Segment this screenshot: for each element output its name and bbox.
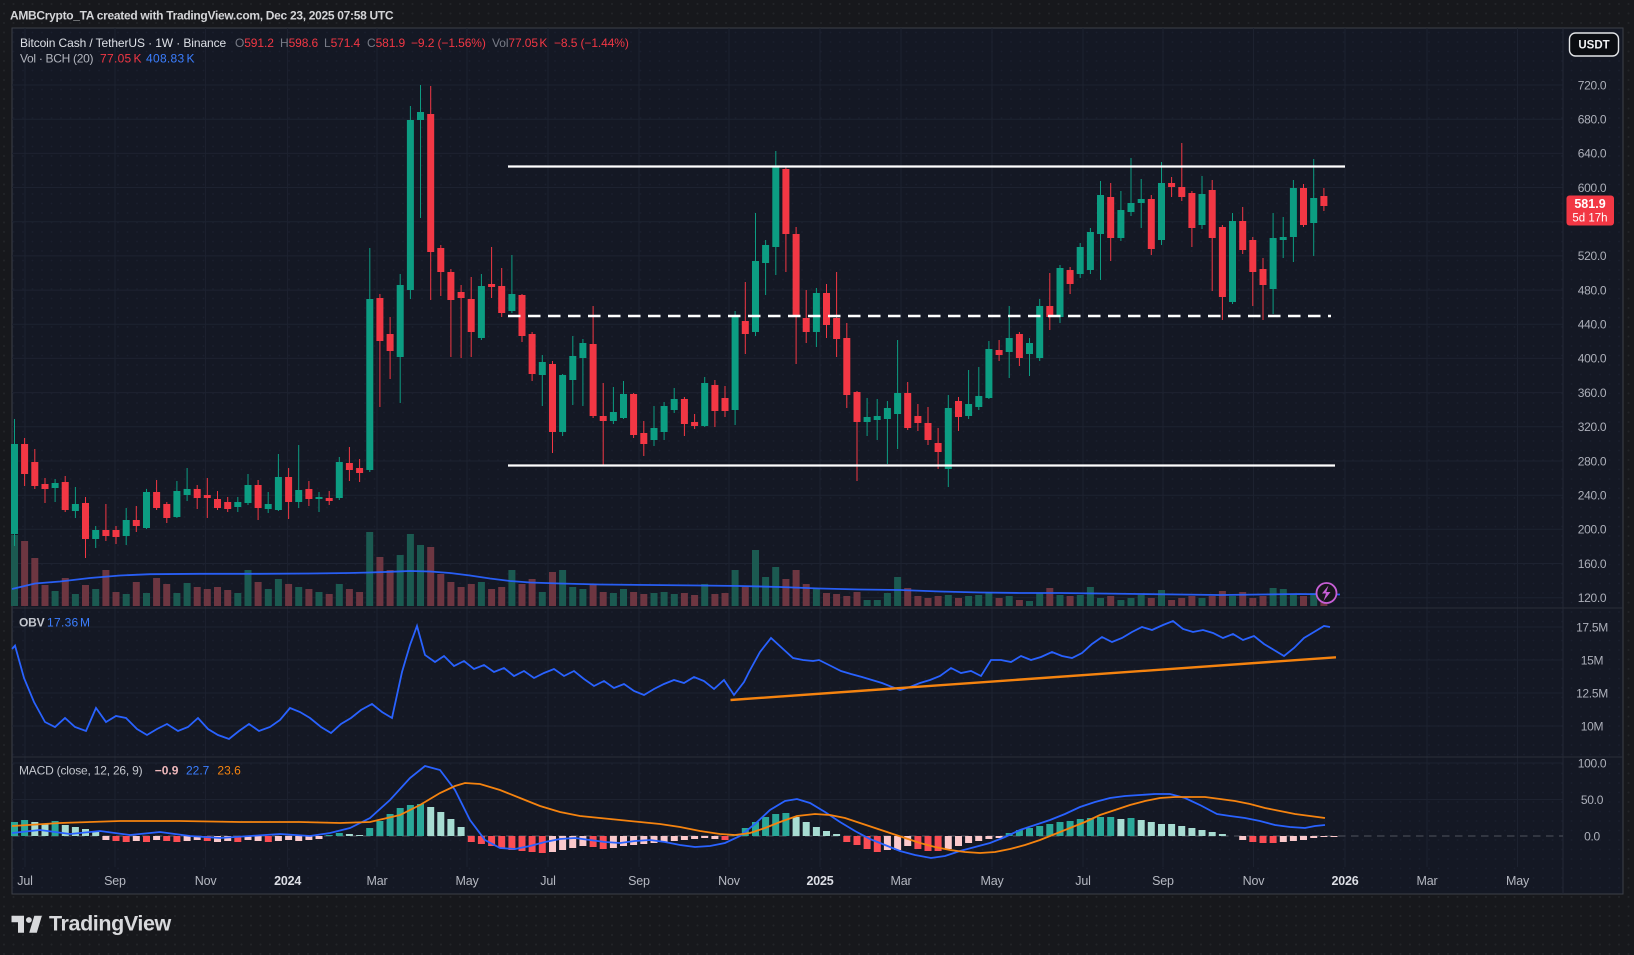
svg-text:Sep: Sep — [104, 874, 126, 888]
svg-text:17.5M: 17.5M — [1576, 620, 1608, 634]
svg-text:May: May — [455, 874, 479, 888]
svg-text:Mar: Mar — [367, 874, 388, 888]
svg-text:440.0: 440.0 — [1578, 318, 1607, 332]
svg-text:May: May — [980, 874, 1004, 888]
svg-text:200.0: 200.0 — [1578, 523, 1607, 537]
svg-text:Nov: Nov — [195, 874, 218, 888]
svg-text:Sep: Sep — [628, 874, 650, 888]
svg-text:Nov: Nov — [1243, 874, 1266, 888]
svg-text:640.0: 640.0 — [1578, 147, 1607, 161]
svg-text:Mar: Mar — [1417, 874, 1438, 888]
svg-text:May: May — [1506, 874, 1530, 888]
svg-text:2025: 2025 — [806, 874, 833, 888]
svg-text:581.9: 581.9 — [1574, 197, 1605, 211]
svg-text:Jul: Jul — [1075, 874, 1090, 888]
svg-text:Jul: Jul — [17, 874, 32, 888]
svg-text:Bitcoin Cash / TetherUS · 1W ·: Bitcoin Cash / TetherUS · 1W · Binance O5… — [20, 36, 629, 50]
svg-text:360.0: 360.0 — [1578, 386, 1607, 400]
svg-text:100.0: 100.0 — [1578, 756, 1607, 770]
svg-text:400.0: 400.0 — [1578, 352, 1607, 366]
svg-text:TradingView: TradingView — [49, 912, 172, 936]
svg-text:5d 17h: 5d 17h — [1572, 213, 1607, 225]
svg-text:520.0: 520.0 — [1578, 249, 1607, 263]
svg-text:Sep: Sep — [1152, 874, 1174, 888]
svg-text:240.0: 240.0 — [1578, 489, 1607, 503]
svg-text:50.0: 50.0 — [1581, 793, 1604, 807]
svg-text:Nov: Nov — [718, 874, 741, 888]
svg-text:12.5M: 12.5M — [1576, 686, 1608, 700]
svg-text:AMBCrypto_TA created with Trad: AMBCrypto_TA created with TradingView.co… — [10, 9, 394, 23]
svg-text:680.0: 680.0 — [1578, 113, 1607, 127]
svg-text:120.0: 120.0 — [1578, 591, 1607, 605]
svg-text:320.0: 320.0 — [1578, 420, 1607, 434]
svg-text:USDT: USDT — [1578, 40, 1609, 52]
svg-text:Mar: Mar — [891, 874, 912, 888]
svg-text:Jul: Jul — [540, 874, 555, 888]
svg-text:2024: 2024 — [274, 874, 301, 888]
svg-text:280.0: 280.0 — [1578, 454, 1607, 468]
svg-text:MACD (close, 12, 26, 9)−0.922.: MACD (close, 12, 26, 9) −0.9 22.7 23.6 — [19, 764, 241, 778]
svg-text:720.0: 720.0 — [1578, 78, 1607, 92]
svg-text:160.0: 160.0 — [1578, 557, 1607, 571]
svg-text:480.0: 480.0 — [1578, 283, 1607, 297]
svg-text:15M: 15M — [1581, 653, 1604, 667]
svg-text:0.0: 0.0 — [1584, 829, 1600, 843]
svg-text:2026: 2026 — [1331, 874, 1358, 888]
svg-text:10M: 10M — [1581, 719, 1604, 733]
svg-text:600.0: 600.0 — [1578, 181, 1607, 195]
